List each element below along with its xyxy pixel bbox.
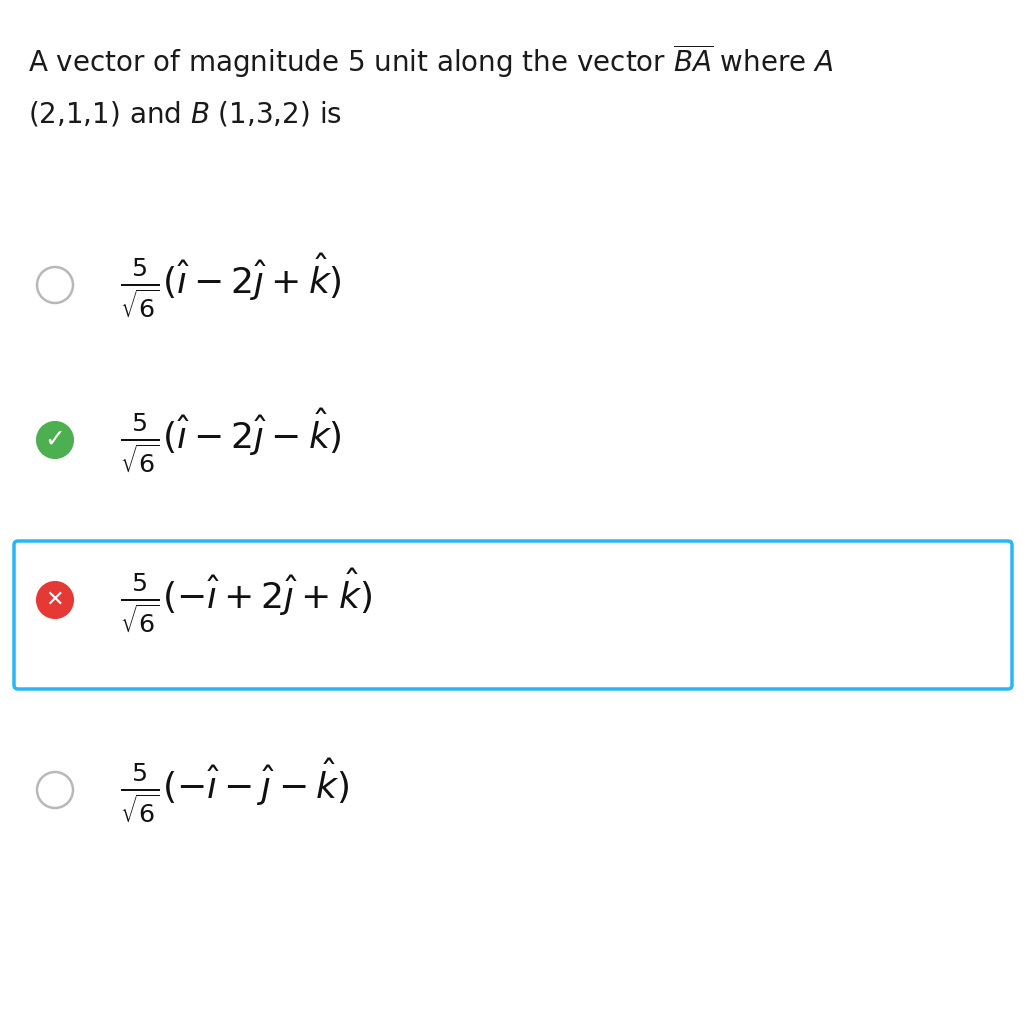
Text: $\frac{5}{\sqrt{6}}(\hat{\imath} - 2\hat{\jmath} - \hat{k})$: $\frac{5}{\sqrt{6}}(\hat{\imath} - 2\hat…	[120, 406, 342, 474]
Text: $\frac{5}{\sqrt{6}}(\hat{\imath} - 2\hat{\jmath} + \hat{k})$: $\frac{5}{\sqrt{6}}(\hat{\imath} - 2\hat…	[120, 251, 342, 319]
Text: ✕: ✕	[46, 590, 65, 610]
Text: (2,1,1) and $B$ (1,3,2) is: (2,1,1) and $B$ (1,3,2) is	[28, 100, 342, 129]
Text: A vector of magnitude 5 unit along the vector $\overline{BA}$ where $A$: A vector of magnitude 5 unit along the v…	[28, 42, 834, 80]
Text: $\frac{5}{\sqrt{6}}(-\hat{\imath} - \hat{\jmath} - \hat{k})$: $\frac{5}{\sqrt{6}}(-\hat{\imath} - \hat…	[120, 756, 349, 824]
Text: $\frac{5}{\sqrt{6}}(-\hat{\imath} + 2\hat{\jmath} + \hat{k})$: $\frac{5}{\sqrt{6}}(-\hat{\imath} + 2\ha…	[120, 566, 372, 634]
Text: ✓: ✓	[44, 428, 66, 452]
Circle shape	[37, 582, 73, 618]
Circle shape	[37, 422, 73, 458]
FancyBboxPatch shape	[14, 541, 1012, 689]
